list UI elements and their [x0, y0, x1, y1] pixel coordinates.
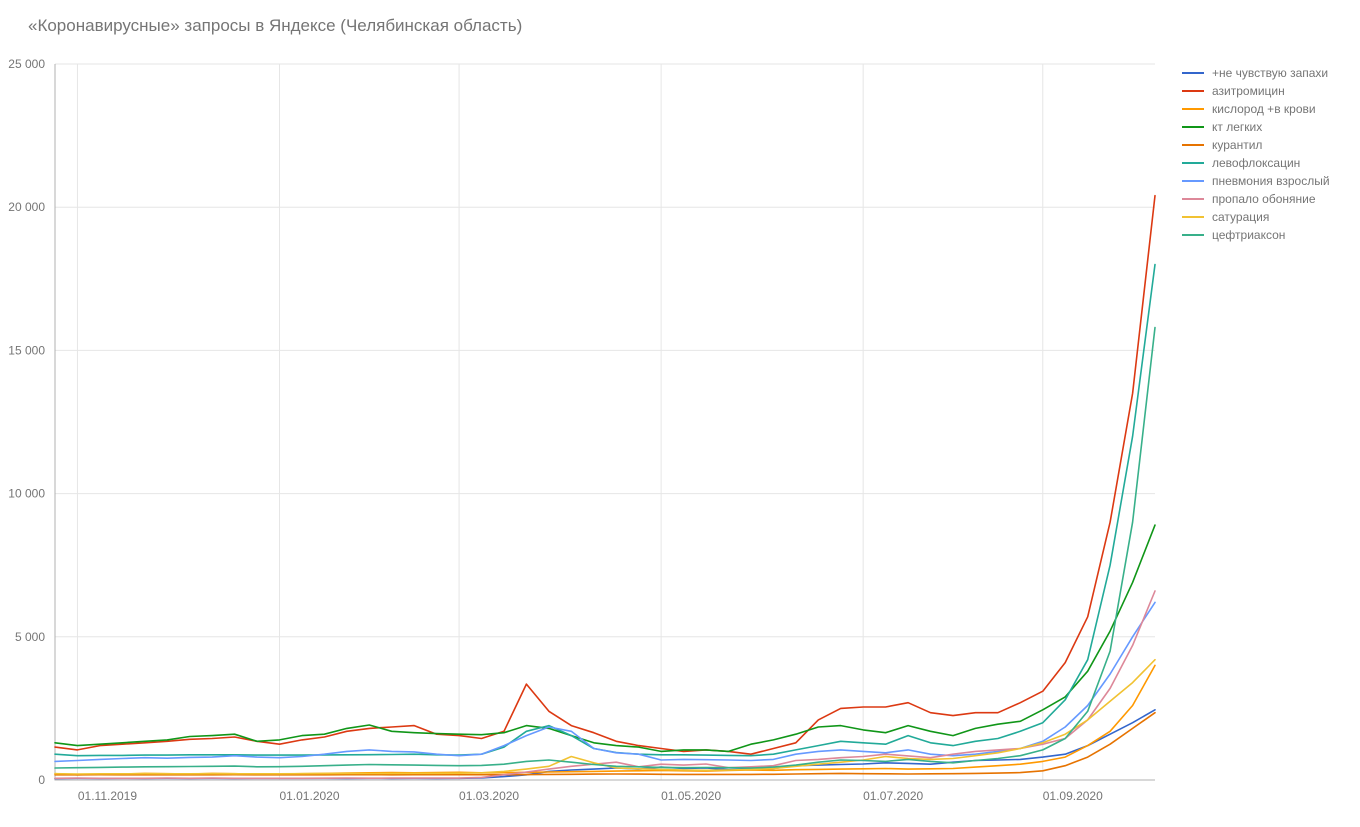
- x-tick-label: 01.01.2020: [279, 789, 339, 803]
- legend-label: кислород +в крови: [1212, 102, 1316, 116]
- y-tick-label: 5 000: [15, 630, 45, 644]
- x-tick-label: 01.11.2019: [78, 789, 137, 803]
- y-tick-label: 20 000: [8, 200, 45, 214]
- legend-item[interactable]: цефтриаксон: [1182, 226, 1330, 244]
- series-line: [55, 265, 1155, 756]
- legend-item[interactable]: левофлоксацин: [1182, 154, 1330, 172]
- legend-item[interactable]: кт легких: [1182, 118, 1330, 136]
- legend-item[interactable]: сатурация: [1182, 208, 1330, 226]
- legend-label: кт легких: [1212, 120, 1262, 134]
- legend: +не чувствую запахи азитромицин кислород +…: [1182, 64, 1330, 244]
- chart-container: «Коронавирусные» запросы в Яндексе (Челя…: [0, 0, 1360, 827]
- legend-swatch: [1182, 234, 1204, 236]
- x-tick-label: 01.05.2020: [661, 789, 721, 803]
- plot-area: 0 5 000 10 000 15 000 20 000 25 000 01.11.2019…: [0, 0, 1360, 827]
- y-tick-label: 10 000: [8, 487, 45, 501]
- legend-swatch: [1182, 108, 1204, 110]
- legend-swatch: [1182, 162, 1204, 164]
- legend-item[interactable]: пропало обоняние: [1182, 190, 1330, 208]
- y-tick-label: 0: [38, 773, 45, 787]
- legend-label: +не чувствую запахи: [1212, 66, 1328, 80]
- series-line: [55, 328, 1155, 769]
- legend-swatch: [1182, 216, 1204, 218]
- legend-label: пропало обоняние: [1212, 192, 1316, 206]
- legend-label: левофлоксацин: [1212, 156, 1300, 170]
- legend-label: пневмония взрослый: [1212, 174, 1330, 188]
- y-tick-label: 15 000: [8, 343, 45, 357]
- x-tick-label: 01.07.2020: [863, 789, 923, 803]
- x-tick-label: 01.03.2020: [459, 789, 519, 803]
- legend-label: азитромицин: [1212, 84, 1285, 98]
- legend-item[interactable]: кислород +в крови: [1182, 100, 1330, 118]
- legend-swatch: [1182, 72, 1204, 74]
- series-line: [55, 665, 1155, 774]
- legend-swatch: [1182, 198, 1204, 200]
- legend-swatch: [1182, 126, 1204, 128]
- series-line: [55, 525, 1155, 751]
- legend-item[interactable]: курантил: [1182, 136, 1330, 154]
- legend-item[interactable]: пневмония взрослый: [1182, 172, 1330, 190]
- legend-label: цефтриаксон: [1212, 228, 1285, 242]
- legend-swatch: [1182, 180, 1204, 182]
- x-tick-label: 01.09.2020: [1043, 789, 1103, 803]
- legend-swatch: [1182, 90, 1204, 92]
- legend-label: курантил: [1212, 138, 1262, 152]
- legend-swatch: [1182, 144, 1204, 146]
- y-tick-label: 25 000: [8, 57, 45, 71]
- legend-item[interactable]: +не чувствую запахи: [1182, 64, 1330, 82]
- legend-item[interactable]: азитромицин: [1182, 82, 1330, 100]
- series-line: [55, 196, 1155, 755]
- plot-axes: [55, 64, 1155, 780]
- legend-label: сатурация: [1212, 210, 1269, 224]
